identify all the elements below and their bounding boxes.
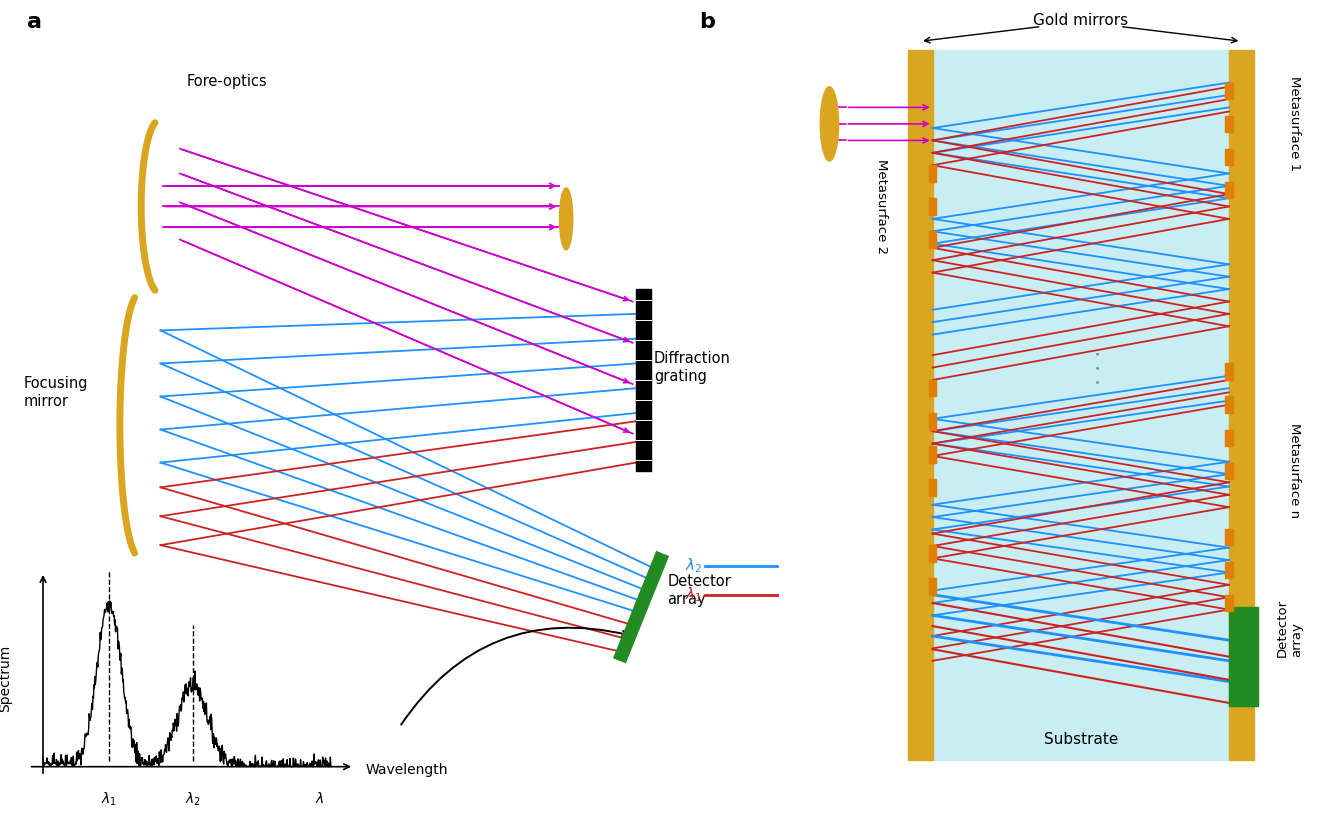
Bar bbox=[928, 479, 936, 496]
Bar bbox=[1225, 595, 1233, 611]
Bar bbox=[908, 50, 932, 760]
Text: b: b bbox=[699, 12, 715, 32]
Bar bbox=[1225, 149, 1233, 165]
Text: Detector
array: Detector array bbox=[667, 574, 731, 607]
Bar bbox=[1225, 463, 1233, 479]
Bar bbox=[928, 578, 936, 595]
Text: Gold mirrors: Gold mirrors bbox=[1034, 13, 1128, 28]
Bar bbox=[1225, 83, 1233, 99]
Text: Fore-optics: Fore-optics bbox=[186, 74, 268, 89]
Text: Wavelength: Wavelength bbox=[365, 763, 448, 776]
Text: $\lambda_1$: $\lambda_1$ bbox=[685, 586, 702, 604]
Text: Metasurface 1: Metasurface 1 bbox=[1288, 76, 1300, 172]
Bar bbox=[1225, 529, 1233, 545]
Text: Detector
array: Detector array bbox=[1276, 599, 1304, 657]
Bar bbox=[928, 198, 936, 215]
Bar bbox=[928, 231, 936, 248]
Text: $\lambda$: $\lambda$ bbox=[314, 790, 324, 805]
Bar bbox=[1225, 363, 1233, 380]
Ellipse shape bbox=[559, 188, 573, 249]
Text: a: a bbox=[27, 12, 41, 32]
Text: Metasurface n: Metasurface n bbox=[1288, 423, 1300, 519]
Bar bbox=[1225, 430, 1233, 446]
Bar bbox=[1225, 562, 1233, 578]
Text: · · ·: · · · bbox=[1091, 350, 1111, 385]
Bar bbox=[1229, 607, 1257, 706]
Text: $\lambda_1$: $\lambda_1$ bbox=[101, 790, 117, 808]
Text: Metasurface 2: Metasurface 2 bbox=[875, 159, 888, 254]
Text: Diffraction
grating: Diffraction grating bbox=[654, 351, 731, 384]
Bar bbox=[928, 165, 936, 182]
Ellipse shape bbox=[821, 87, 839, 161]
Text: Spectrum: Spectrum bbox=[0, 645, 12, 713]
Bar bbox=[928, 446, 936, 463]
Text: $\lambda_2$: $\lambda_2$ bbox=[185, 790, 201, 808]
Bar bbox=[928, 545, 936, 562]
Text: Substrate: Substrate bbox=[1043, 732, 1118, 747]
Bar bbox=[932, 50, 1229, 760]
Text: $\lambda_2$: $\lambda_2$ bbox=[685, 557, 702, 575]
Bar bbox=[1225, 182, 1233, 198]
Bar bbox=[637, 289, 651, 471]
Bar bbox=[1225, 396, 1233, 413]
Bar bbox=[928, 413, 936, 430]
Bar bbox=[928, 380, 936, 396]
Text: Focusing
mirror: Focusing mirror bbox=[24, 376, 88, 409]
Bar bbox=[1225, 116, 1233, 132]
Bar bbox=[1229, 50, 1253, 760]
